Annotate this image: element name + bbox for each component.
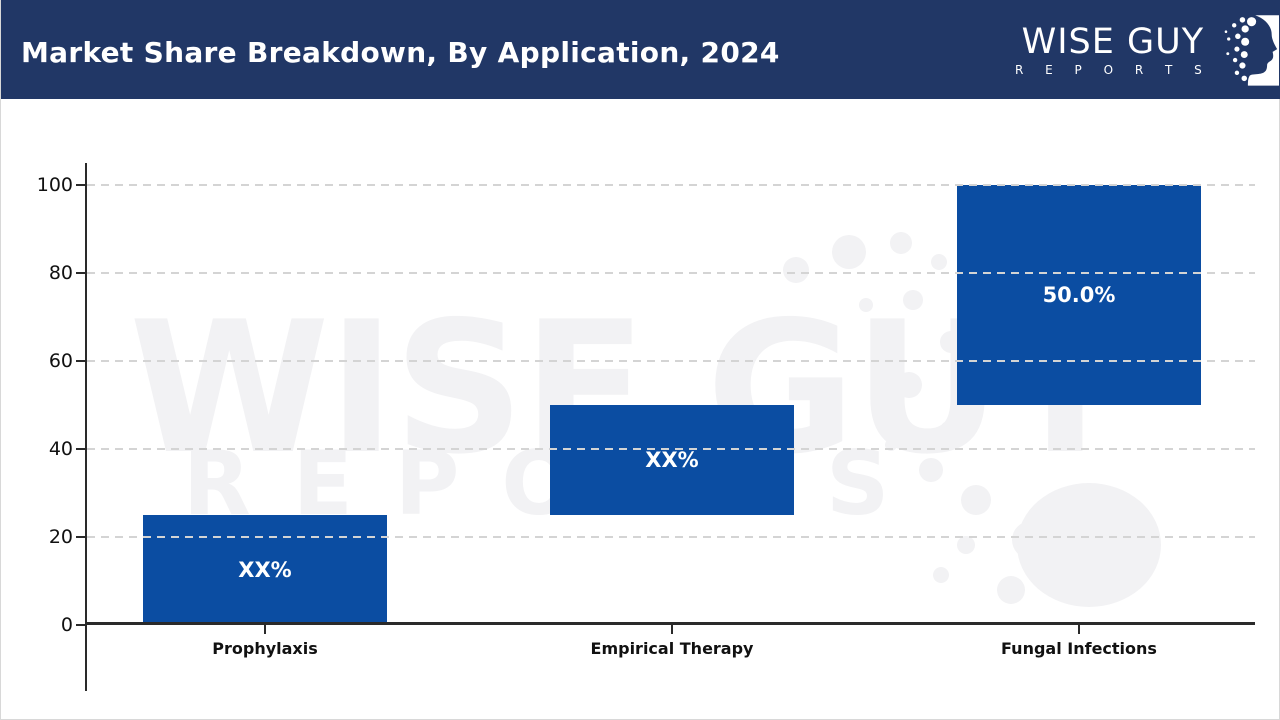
y-tick-label-80: 80 (48, 262, 73, 284)
y-tick-label-40: 40 (48, 438, 73, 460)
logo-reports-text: R E P O R T S (1015, 63, 1211, 77)
x-tick-mark (1078, 625, 1080, 634)
bar-empirical-therapy (550, 405, 794, 515)
x-tick-mark (264, 625, 266, 634)
y-tick-label-0: 0 (60, 614, 73, 636)
y-tick-label-20: 20 (48, 526, 73, 548)
bar-value-label: 50.0% (1042, 283, 1116, 307)
bar-prophylaxis (143, 515, 387, 625)
y-tick-label-60: 60 (48, 350, 73, 372)
y-tick-mark-40 (76, 448, 85, 450)
x-axis-line (85, 622, 1255, 625)
y-tick-label-100: 100 (36, 174, 73, 196)
header-bar: Market Share Breakdown, By Application, … (1, 0, 1280, 99)
chart-title: Market Share Breakdown, By Application, … (21, 36, 780, 69)
bar-fungal-infections (957, 185, 1201, 405)
gridline-80 (87, 272, 1255, 274)
wiseguy-logo: WISE GUY R E P O R T S (1015, 12, 1279, 88)
y-tick-mark-0 (76, 624, 85, 626)
y-axis-line (85, 163, 87, 691)
x-category-label-prophylaxis: Prophylaxis (212, 639, 318, 658)
x-category-label-fungal-infections: Fungal Infections (1001, 639, 1157, 658)
y-tick-mark-80 (76, 272, 85, 274)
y-tick-mark-20 (76, 536, 85, 538)
gridline-100 (87, 184, 1255, 186)
bar-value-label: XX% (645, 448, 699, 472)
logo-wiseguy-text: WISE GUY (1021, 22, 1205, 62)
y-tick-mark-60 (76, 360, 85, 362)
logo-face-icon (1224, 15, 1279, 86)
gridline-20 (87, 536, 1255, 538)
bar-value-label: XX% (238, 558, 292, 582)
gridline-60 (87, 360, 1255, 362)
x-category-label-empirical-therapy: Empirical Therapy (590, 639, 754, 658)
chart-area: 0 20 40 60 80 100 XX% XX% 50.0% Prophylaxis Empi… (1, 99, 1280, 720)
x-tick-mark (671, 625, 673, 634)
logo-text: WISE GUY R E P O R T S (1015, 23, 1211, 77)
gridline-40 (87, 448, 1255, 450)
y-tick-mark-100 (76, 184, 85, 186)
watermark-dots-pattern (783, 232, 1161, 607)
